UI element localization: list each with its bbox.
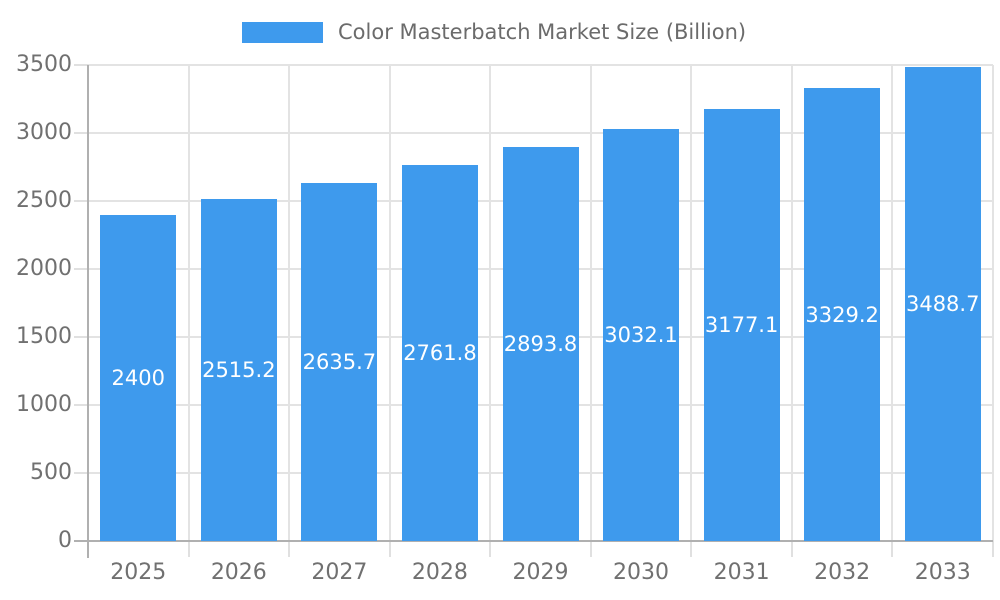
x-axis-tick <box>891 541 894 557</box>
bar-value-label: 2761.8 <box>403 341 477 366</box>
gridline-vertical <box>891 65 894 541</box>
y-axis-tick-label: 0 <box>58 528 72 553</box>
bar-2027 <box>301 182 378 541</box>
bar-2032 <box>804 88 881 541</box>
y-axis-line <box>87 65 89 558</box>
y-axis-tick-label: 3000 <box>16 120 72 145</box>
bar-2029 <box>502 147 579 541</box>
y-axis-tick-label: 3500 <box>16 52 72 77</box>
x-axis-tick <box>489 541 492 557</box>
x-axis-tick-label: 2025 <box>110 560 167 585</box>
x-axis-tick <box>187 541 190 557</box>
y-axis-tick <box>74 404 88 406</box>
gridline-vertical <box>589 65 592 541</box>
bar-2030 <box>603 128 680 541</box>
bar-value-label: 3032.1 <box>604 322 678 347</box>
x-axis-tick-label: 2026 <box>210 560 267 585</box>
bar-value-label: 2635.7 <box>302 349 377 374</box>
bar-2026 <box>200 198 277 541</box>
legend-item[interactable]: Color Masterbatch Market Size (Billion) <box>242 21 746 43</box>
bar-2028 <box>401 165 478 541</box>
x-axis-tick-label: 2028 <box>411 560 468 585</box>
x-axis-tick <box>589 541 592 557</box>
bar-2031 <box>703 108 780 541</box>
y-axis-tick <box>74 132 88 134</box>
bar-value-label: 2515.2 <box>202 357 276 382</box>
y-axis-tick-label: 1500 <box>16 324 72 349</box>
bar-value-label: 3329.2 <box>805 302 879 327</box>
y-axis-tick-label: 2000 <box>16 256 72 281</box>
y-axis-tick <box>74 336 88 338</box>
x-axis-tick <box>790 541 793 557</box>
gridline-vertical <box>790 65 793 541</box>
x-axis-tick <box>690 541 693 557</box>
gridline-vertical <box>690 65 693 541</box>
gridline-vertical <box>187 65 190 541</box>
bar-value-label: 3488.7 <box>905 291 980 316</box>
bar-value-label: 2400 <box>111 365 165 390</box>
legend-swatch <box>242 21 323 43</box>
x-axis-line <box>74 540 993 542</box>
x-axis-tick-label: 2027 <box>311 560 368 585</box>
x-axis-tick-label: 2029 <box>512 560 569 585</box>
y-axis-tick <box>74 268 88 270</box>
x-axis-tick <box>992 541 994 557</box>
gridline-vertical <box>489 65 492 541</box>
gridline-vertical <box>388 65 391 541</box>
x-axis-tick-label: 2032 <box>814 560 871 585</box>
gridline-vertical <box>288 65 291 541</box>
x-axis-tick-label: 2030 <box>613 560 670 585</box>
y-axis-tick-label: 2500 <box>16 188 72 213</box>
bar-value-label: 3177.1 <box>704 312 779 337</box>
bar-value-label: 2893.8 <box>503 332 578 357</box>
bar-2025 <box>100 214 177 541</box>
x-axis-tick-label: 2033 <box>914 560 971 585</box>
bar-2033 <box>904 66 981 541</box>
y-axis-tick-label: 500 <box>30 460 72 485</box>
y-axis-tick <box>74 472 88 474</box>
gridline-vertical <box>992 65 994 541</box>
y-axis-tick-label: 1000 <box>16 392 72 417</box>
legend-label: Color Masterbatch Market Size (Billion) <box>338 20 747 44</box>
y-axis-tick <box>74 64 88 66</box>
x-axis-tick <box>388 541 391 557</box>
gridline-horizontal <box>88 132 993 134</box>
y-axis-tick <box>74 200 88 202</box>
x-axis-tick-label: 2031 <box>713 560 770 585</box>
gridline-horizontal <box>88 64 993 66</box>
x-axis-tick <box>288 541 291 557</box>
